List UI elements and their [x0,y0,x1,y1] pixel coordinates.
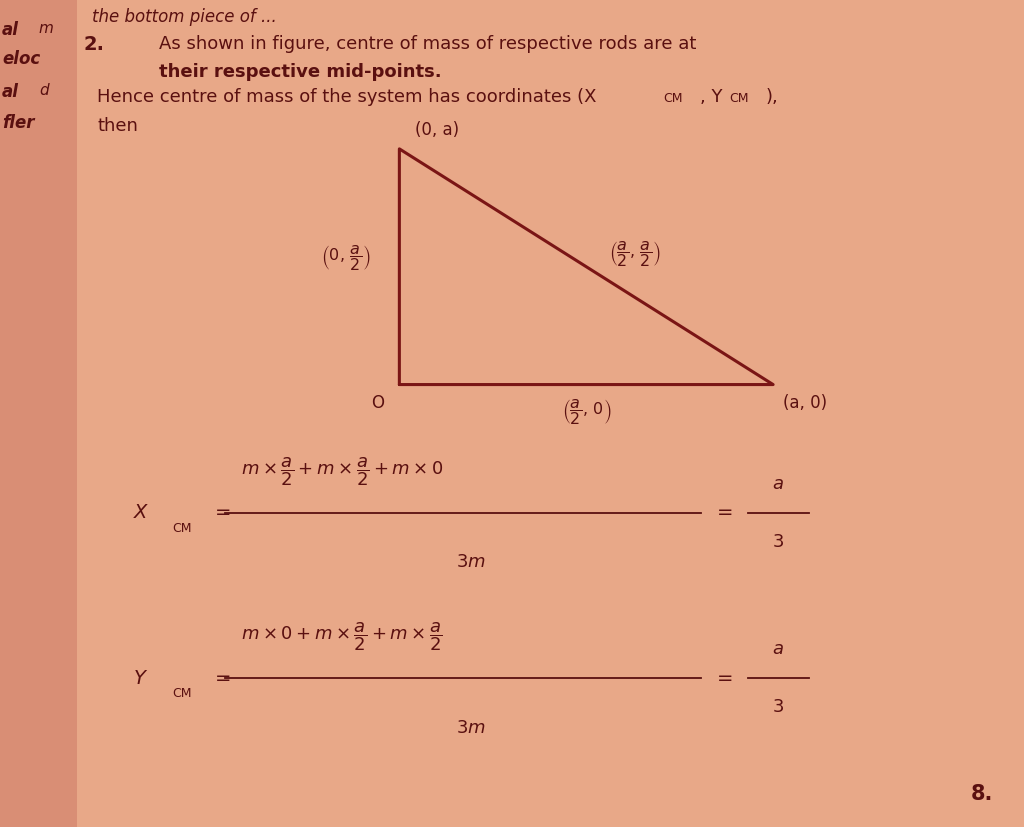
Text: 2.: 2. [84,35,105,54]
Text: $m\times 0+m\times\dfrac{a}{2}+m\times\dfrac{a}{2}$: $m\times 0+m\times\dfrac{a}{2}+m\times\d… [241,620,442,653]
Text: (a, 0): (a, 0) [783,394,827,413]
Text: =: = [717,504,733,522]
Text: O: O [371,394,384,413]
Text: $X$: $X$ [133,504,150,522]
Text: ),: ), [766,88,778,107]
Text: (0, a): (0, a) [415,121,459,139]
Text: =: = [215,669,231,687]
Text: then: then [97,117,138,136]
Text: 8.: 8. [971,784,993,804]
Text: $\left(\dfrac{a}{2},\,\dfrac{a}{2}\right)$: $\left(\dfrac{a}{2},\,\dfrac{a}{2}\right… [608,239,660,270]
Text: =: = [717,669,733,687]
Text: $3m$: $3m$ [457,553,485,571]
Text: $3$: $3$ [772,533,784,551]
Text: CM: CM [172,522,191,535]
Text: , Y: , Y [700,88,723,107]
Text: $\left(\dfrac{a}{2},\,0\right)$: $\left(\dfrac{a}{2},\,0\right)$ [561,397,611,427]
Text: $Y$: $Y$ [133,669,148,687]
Text: $\left(0,\,\dfrac{a}{2}\right)$: $\left(0,\,\dfrac{a}{2}\right)$ [322,243,371,274]
Text: As shown in figure, centre of mass of respective rods are at: As shown in figure, centre of mass of re… [159,35,696,53]
Text: =: = [215,504,231,522]
Text: d: d [39,83,48,98]
Text: $m\times\dfrac{a}{2}+m\times\dfrac{a}{2}+m\times 0$: $m\times\dfrac{a}{2}+m\times\dfrac{a}{2}… [241,455,443,488]
Text: Hence centre of mass of the system has coordinates (X: Hence centre of mass of the system has c… [97,88,597,107]
Text: their respective mid-points.: their respective mid-points. [159,63,441,81]
Text: $3m$: $3m$ [457,719,485,737]
Text: fler: fler [2,114,35,132]
Text: $3$: $3$ [772,698,784,716]
Text: al: al [2,83,19,101]
Text: al: al [2,21,19,39]
Text: $a$: $a$ [772,475,784,493]
Text: CM: CM [664,92,683,105]
Text: CM: CM [729,92,749,105]
Text: eloc: eloc [2,50,40,68]
Text: m: m [39,21,54,36]
Bar [0,0,77,827]
Text: $a$: $a$ [772,640,784,658]
Text: the bottom piece of ...: the bottom piece of ... [92,8,276,26]
Text: CM: CM [172,687,191,700]
